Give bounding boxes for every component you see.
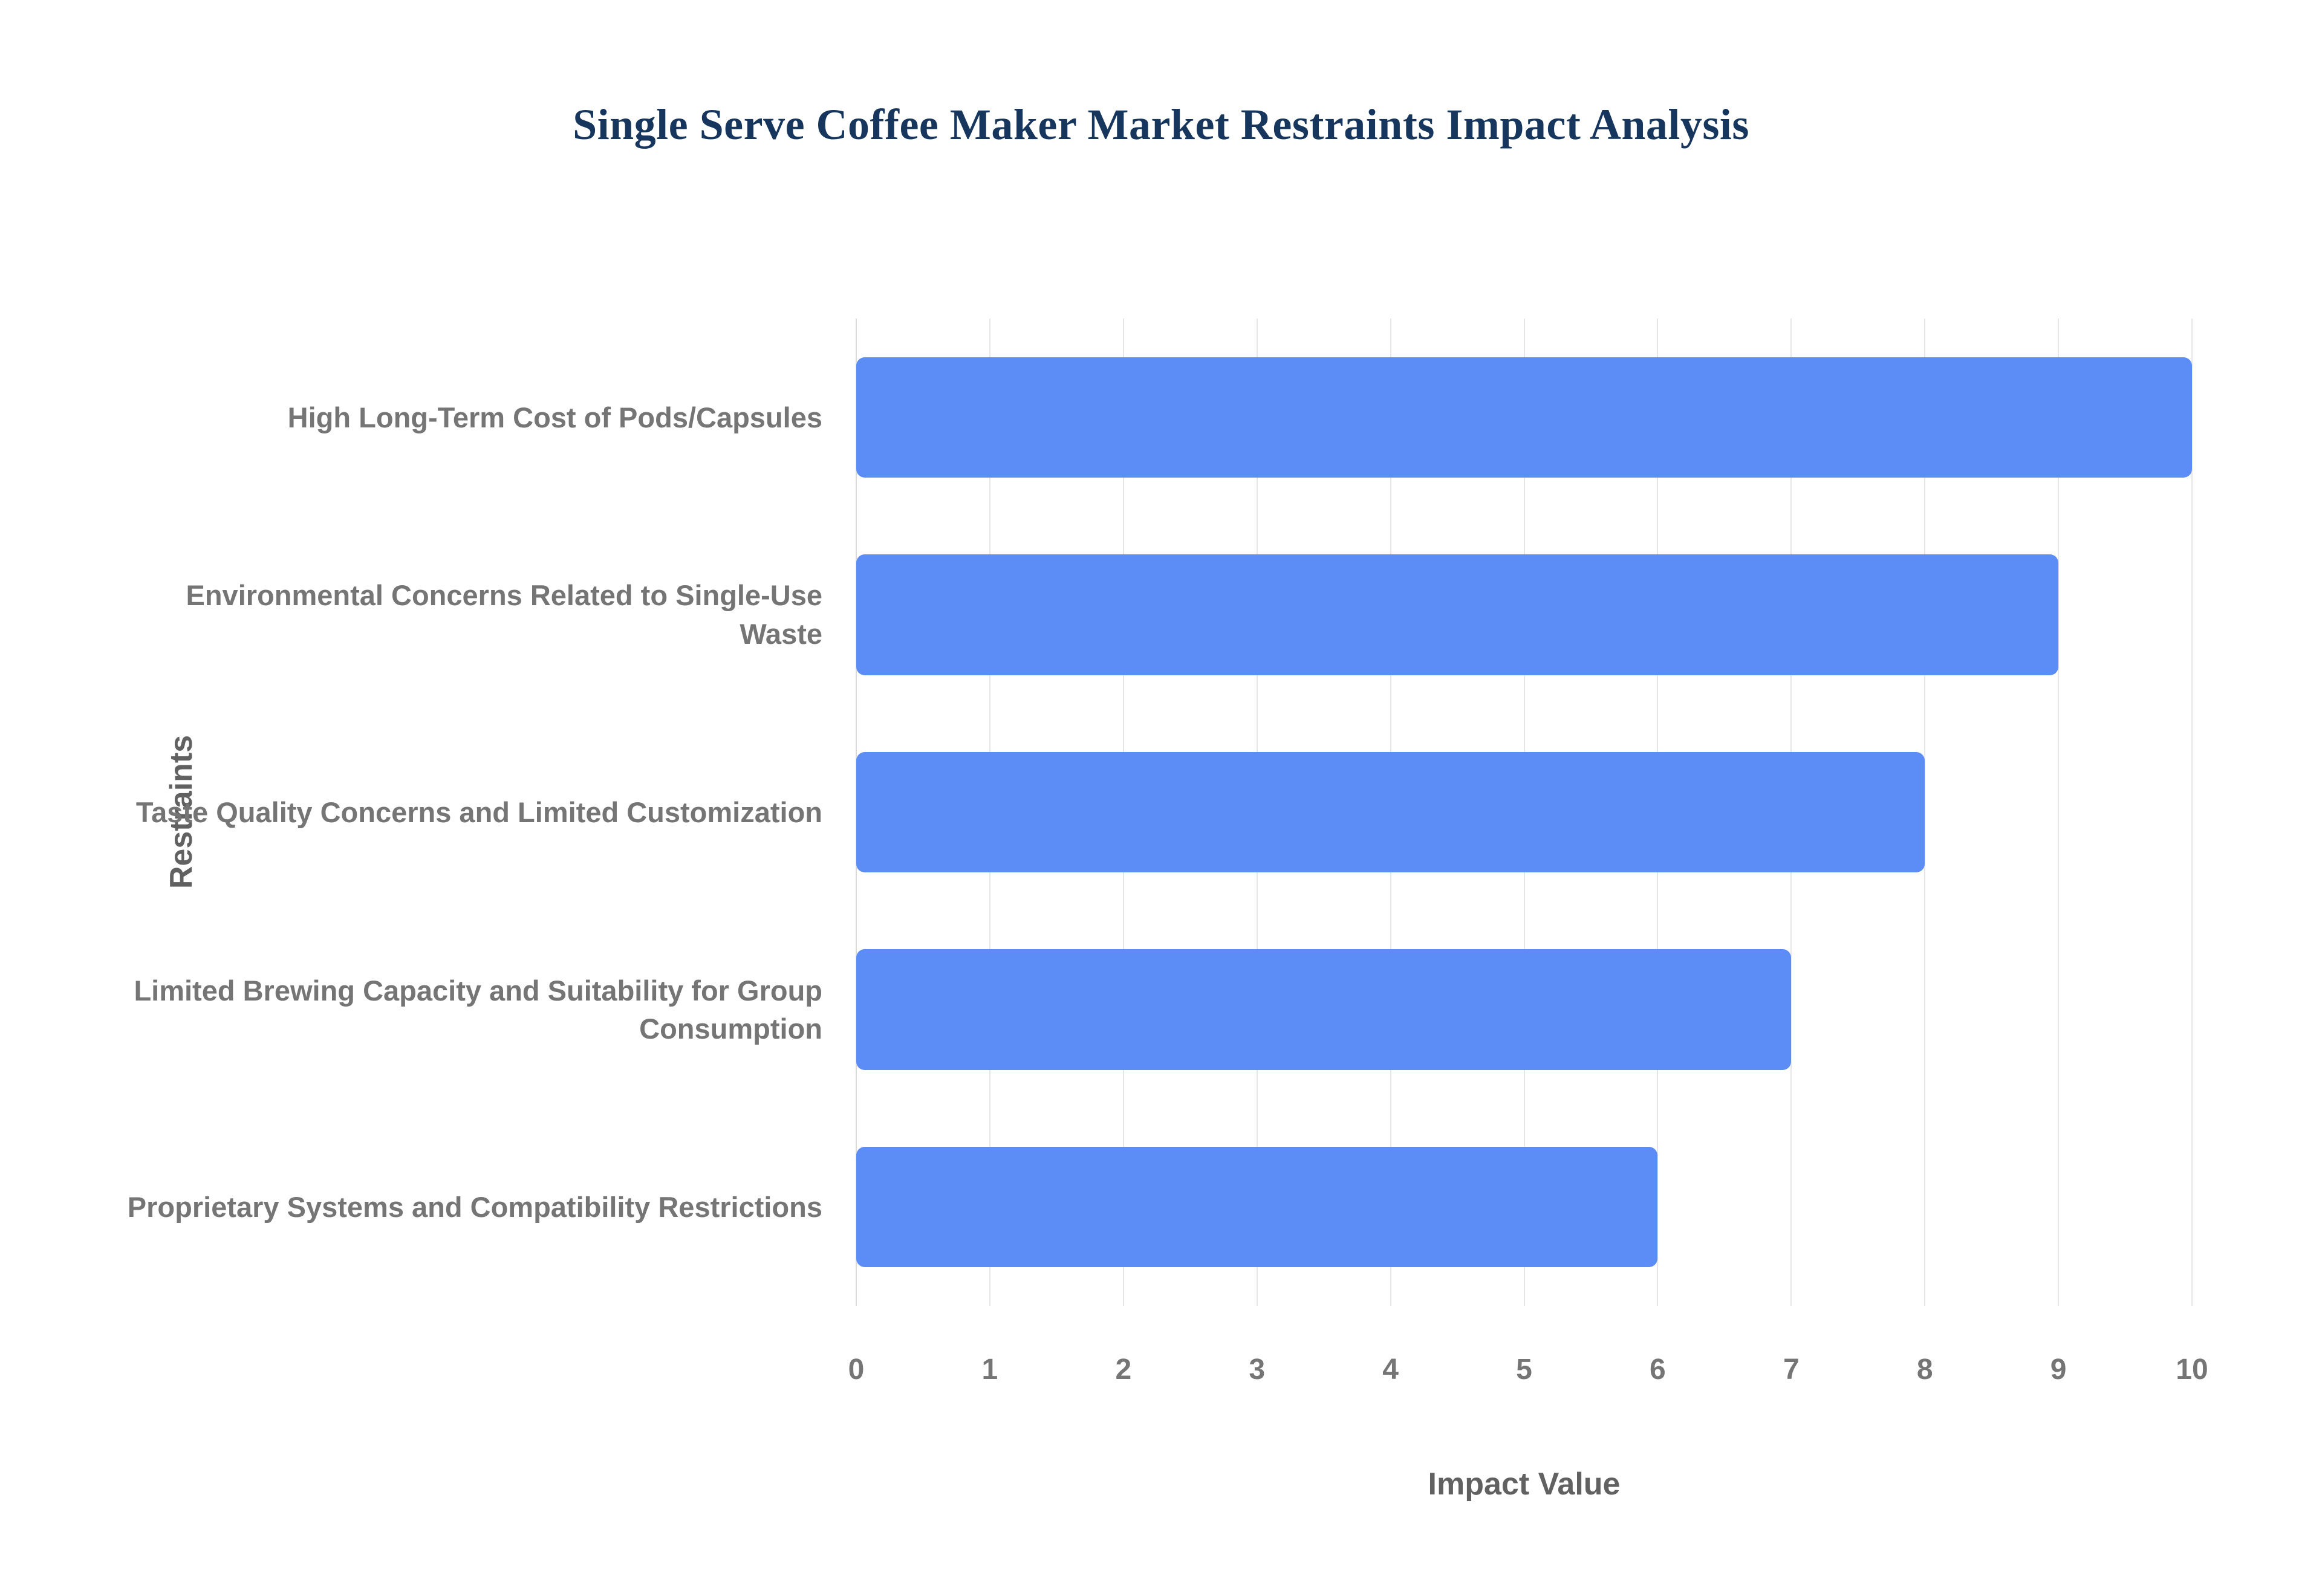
x-tick-label-5: 5 — [1516, 1354, 1532, 1386]
chart-title: Single Serve Coffee Maker Market Restrai… — [573, 100, 1749, 149]
x-tick-label-10: 10 — [2176, 1354, 2208, 1386]
gridline — [2058, 319, 2060, 1306]
bar-row — [856, 713, 2192, 911]
x-axis-ticks: 0 1 2 3 4 5 6 7 8 9 10 — [848, 1353, 2208, 1395]
bar-2[interactable] — [856, 751, 1925, 873]
x-tick-label-8: 8 — [1916, 1354, 1933, 1386]
bar-0[interactable] — [856, 357, 2192, 478]
bars-container — [856, 319, 2192, 1306]
category-label-3: Limited Brewing Capacity and Suitability… — [134, 974, 822, 1045]
bar-row — [856, 516, 2192, 714]
category-labels-column: High Long-Term Cost of Pods/Capsules Envi… — [115, 319, 822, 1306]
x-tick-label-6: 6 — [1650, 1354, 1666, 1386]
plot-area — [856, 319, 2193, 1306]
category-label-4: Proprietary Systems and Compatibility Re… — [127, 1190, 822, 1223]
x-tick-label-7: 7 — [1783, 1354, 1800, 1386]
x-tick-label-1: 1 — [981, 1354, 998, 1386]
bar-4[interactable] — [856, 1147, 1658, 1268]
bar-row — [856, 1108, 2192, 1306]
x-tick-label-0: 0 — [848, 1354, 865, 1386]
gridline — [1924, 319, 1926, 1306]
bar-row — [856, 911, 2192, 1109]
x-tick-label-4: 4 — [1382, 1354, 1399, 1386]
x-tick-label-3: 3 — [1249, 1354, 1266, 1386]
bar-1[interactable] — [856, 554, 2059, 675]
x-axis-title: Impact Value — [1428, 1467, 1621, 1502]
category-label-2: Taste Quality Concerns and Limited Custo… — [135, 796, 822, 828]
x-tick-label-9: 9 — [2050, 1354, 2067, 1386]
category-label-1: Environmental Concerns Related to Single… — [186, 579, 823, 650]
bar-row — [856, 319, 2192, 516]
bar-3[interactable] — [856, 949, 1792, 1070]
category-label-0: High Long-Term Cost of Pods/Capsules — [287, 401, 822, 433]
gridline — [2191, 319, 2193, 1306]
x-tick-label-2: 2 — [1115, 1354, 1132, 1386]
